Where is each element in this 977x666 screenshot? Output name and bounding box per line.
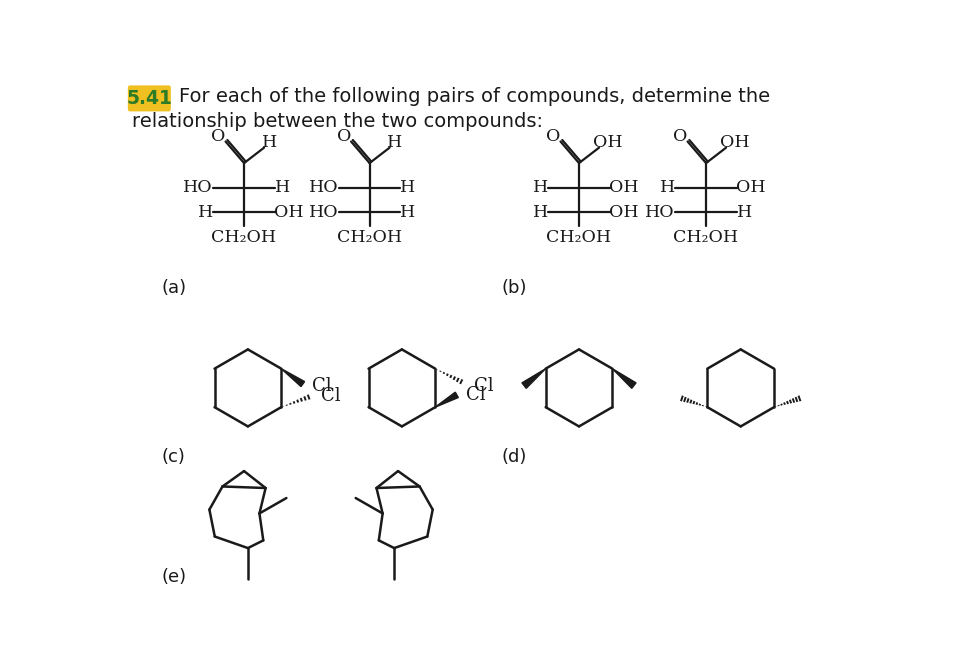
Text: OH: OH [735,179,765,196]
Text: H: H [262,134,276,151]
Text: (b): (b) [501,279,527,297]
Text: 5.41: 5.41 [126,89,172,108]
Polygon shape [522,369,545,388]
Text: OH: OH [719,134,748,151]
Polygon shape [281,369,304,386]
Text: CH₂OH: CH₂OH [211,228,276,246]
Text: Cl: Cl [466,386,486,404]
Text: CH₂OH: CH₂OH [673,228,738,246]
Text: HO: HO [645,204,674,221]
Text: O: O [546,128,560,145]
Text: H: H [275,179,290,196]
Text: H: H [400,204,415,221]
Text: OH: OH [592,134,621,151]
Text: O: O [337,128,351,145]
Text: relationship between the two compounds:: relationship between the two compounds: [132,112,543,131]
Text: Cl: Cl [473,376,492,395]
Text: H: H [400,179,415,196]
Text: H: H [532,179,547,196]
Text: HO: HO [308,204,338,221]
Polygon shape [435,392,458,407]
Text: (a): (a) [161,279,187,297]
Text: (c): (c) [161,448,186,466]
Text: O: O [211,128,226,145]
Text: CH₂OH: CH₂OH [546,228,611,246]
Text: H: H [736,204,751,221]
Text: HO: HO [183,179,212,196]
Text: OH: OH [609,179,638,196]
Text: O: O [673,128,687,145]
Text: H: H [197,204,213,221]
Text: OH: OH [609,204,638,221]
Text: OH: OH [274,204,303,221]
FancyBboxPatch shape [128,86,170,111]
Text: H: H [387,134,403,151]
Text: (e): (e) [161,567,187,585]
Text: CH₂OH: CH₂OH [337,228,402,246]
Text: H: H [659,179,674,196]
Polygon shape [612,369,635,388]
Text: Cl: Cl [312,376,331,395]
Text: HO: HO [308,179,338,196]
Text: For each of the following pairs of compounds, determine the: For each of the following pairs of compo… [179,87,769,107]
Text: H: H [532,204,547,221]
Text: (d): (d) [501,448,527,466]
Text: Cl: Cl [321,388,341,406]
